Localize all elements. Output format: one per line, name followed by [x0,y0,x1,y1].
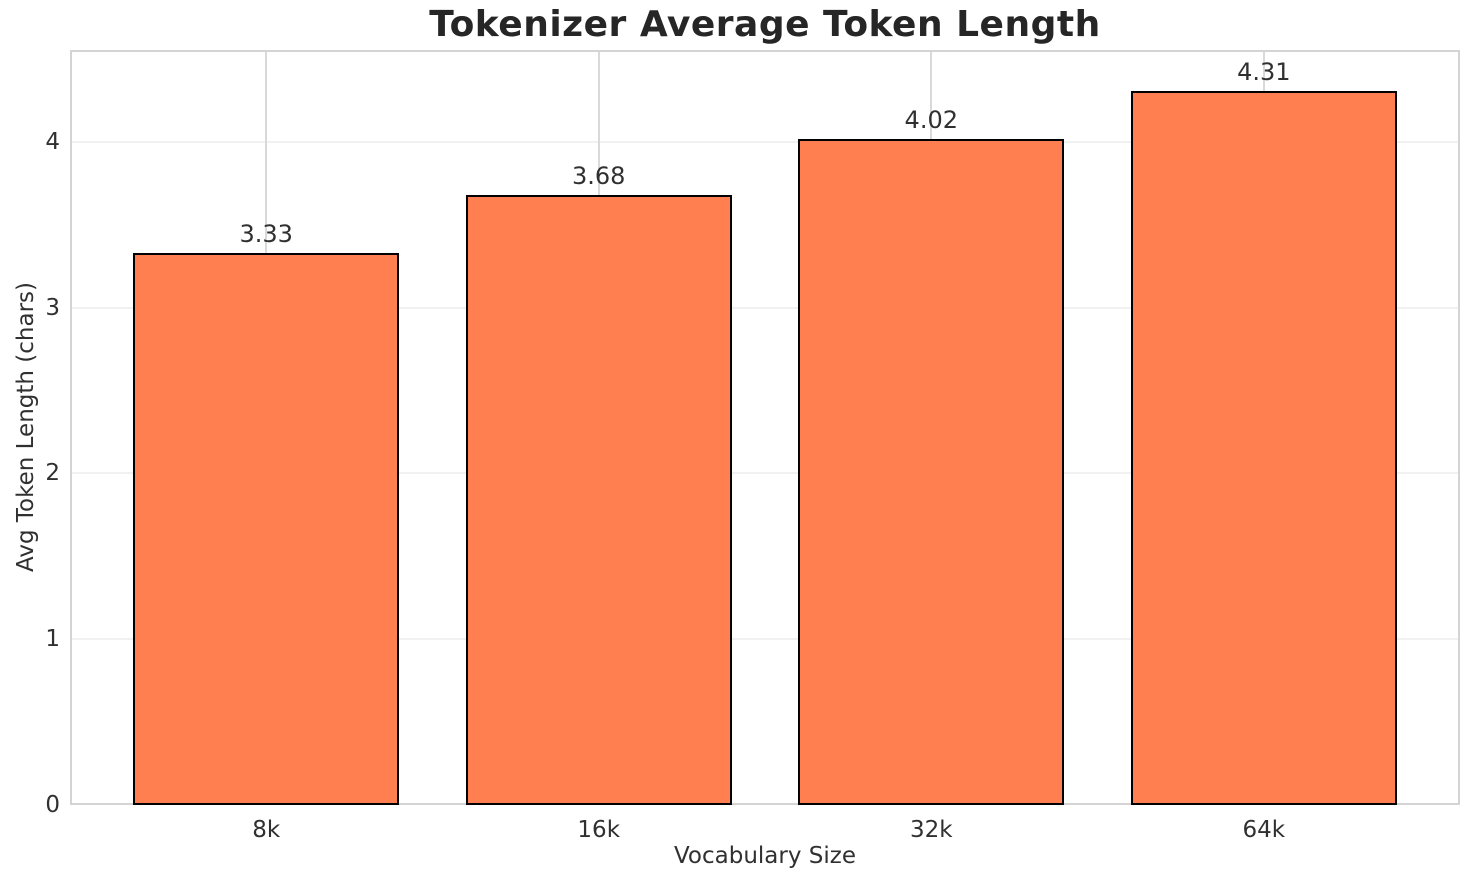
chart-title: Tokenizer Average Token Length [429,4,1101,45]
plot-area: 3.33 3.68 4.02 4.31 [70,50,1460,805]
gridline-horizontal [70,638,1460,641]
y-tick-label: 1 [45,626,60,653]
bar-value-label: 4.02 [904,105,958,134]
y-tick-label: 2 [45,460,60,487]
axes-spines [70,50,1460,805]
gridline-horizontal [70,472,1460,475]
bar-32k [798,138,1065,805]
bar-value-label: 3.68 [572,162,626,191]
x-tick-label: 8k [252,817,281,843]
x-tick-label: 32k [909,817,953,843]
x-axis-label: Vocabulary Size [673,843,856,869]
y-tick-label: 4 [45,128,60,155]
y-tick-label: 0 [45,792,60,818]
x-tick-label: 16k [577,817,621,843]
gridline-horizontal [70,140,1460,143]
bar-64k [1130,90,1397,805]
bar-value-label: 4.31 [1237,57,1291,86]
bar-8k [133,253,400,805]
y-tick-label: 3 [45,294,60,321]
x-tick-label: 64k [1242,817,1286,843]
bar-16k [465,195,732,805]
gridline-horizontal [70,306,1460,309]
y-axis-label: Avg Token Length (chars) [13,281,39,573]
bar-value-label: 3.33 [239,220,293,249]
